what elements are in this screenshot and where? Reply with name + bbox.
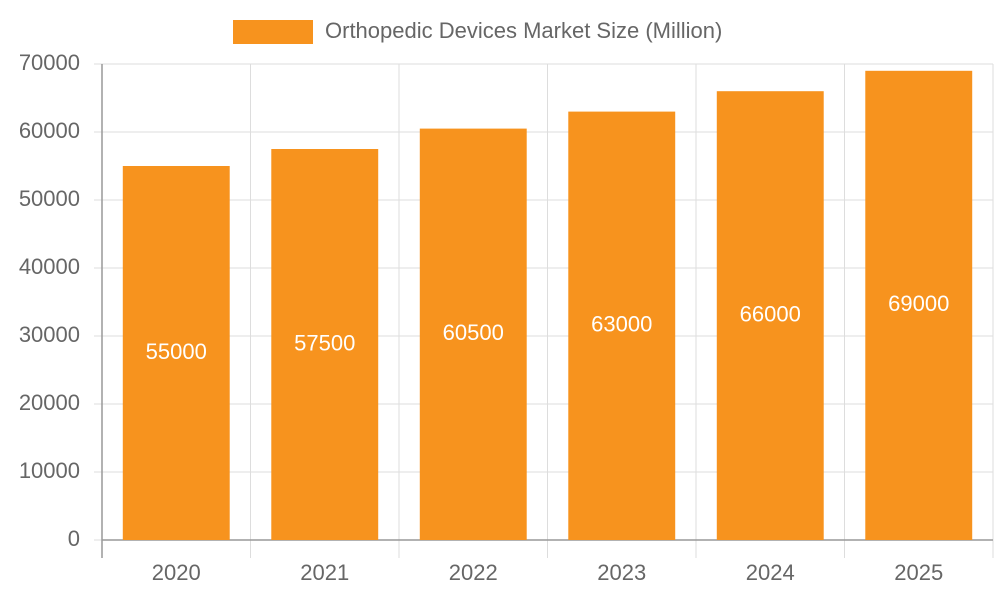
- bar: [865, 70, 973, 541]
- x-tick-label: 2023: [597, 560, 646, 585]
- x-tick-label: 2021: [300, 560, 349, 585]
- data-label: 63000: [591, 312, 652, 337]
- y-tick-label: 0: [68, 526, 80, 551]
- y-tick-label: 60000: [19, 118, 80, 143]
- y-tick-label: 20000: [19, 390, 80, 415]
- data-label: 66000: [740, 301, 801, 326]
- x-tick-label: 2024: [746, 560, 795, 585]
- legend-swatch: [233, 20, 313, 44]
- y-tick-label: 70000: [19, 50, 80, 75]
- data-label: 60500: [443, 320, 504, 345]
- data-label: 69000: [888, 291, 949, 316]
- bar: [419, 128, 527, 540]
- y-tick-label: 40000: [19, 254, 80, 279]
- data-label: 55000: [146, 339, 207, 364]
- bar: [122, 166, 230, 540]
- x-tick-label: 2022: [449, 560, 498, 585]
- bar: [716, 91, 824, 540]
- bar: [568, 111, 676, 540]
- data-label: 57500: [294, 330, 355, 355]
- x-tick-label: 2025: [894, 560, 943, 585]
- y-tick-label: 30000: [19, 322, 80, 347]
- bar: [271, 149, 379, 540]
- y-tick-label: 10000: [19, 458, 80, 483]
- y-tick-label: 50000: [19, 186, 80, 211]
- legend-label: Orthopedic Devices Market Size (Million): [325, 18, 722, 43]
- x-tick-label: 2020: [152, 560, 201, 585]
